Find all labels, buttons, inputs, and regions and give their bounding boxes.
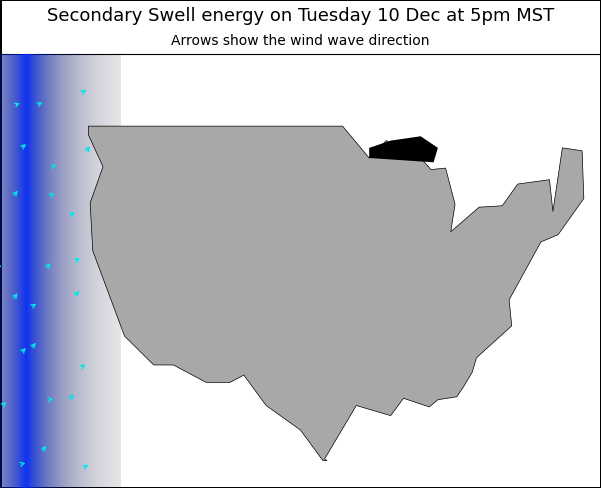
Text: Secondary Swell energy on Tuesday 10 Dec at 5pm MST: Secondary Swell energy on Tuesday 10 Dec… bbox=[47, 7, 554, 25]
Text: Arrows show the wind wave direction: Arrows show the wind wave direction bbox=[171, 34, 430, 48]
Polygon shape bbox=[369, 137, 438, 163]
Polygon shape bbox=[88, 127, 584, 461]
